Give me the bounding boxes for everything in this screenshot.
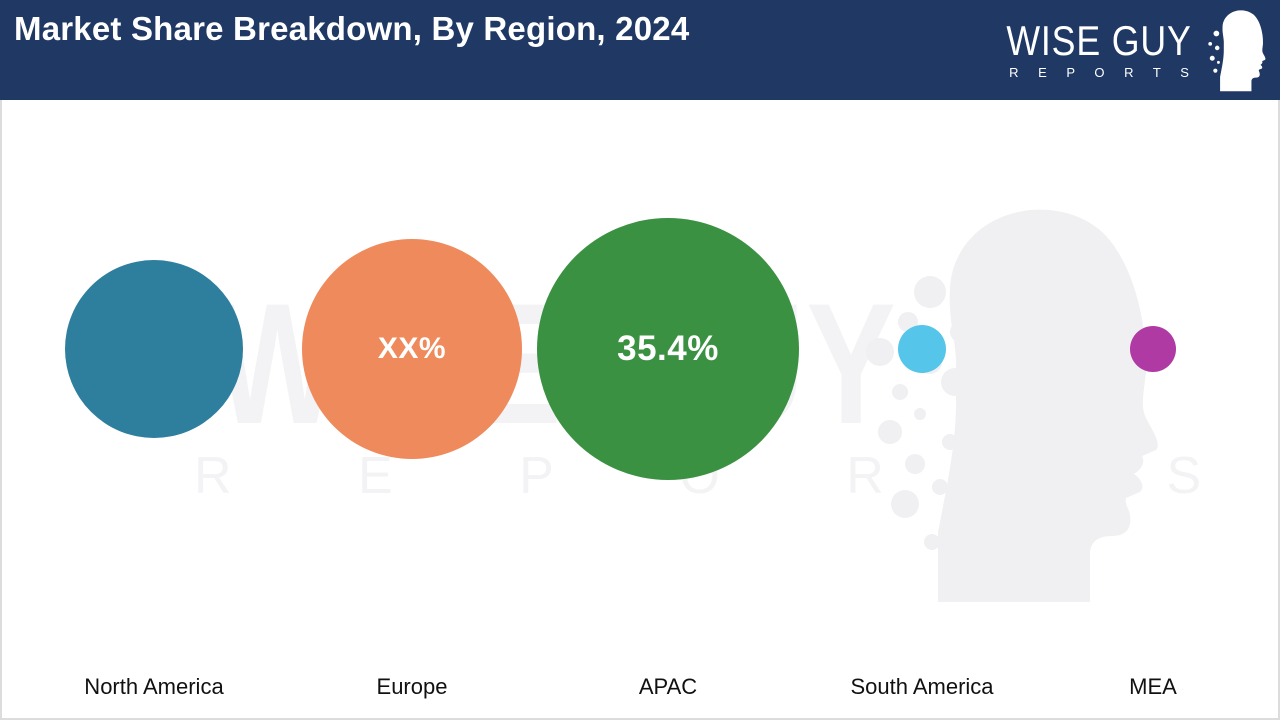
bubble-north-america [65,260,243,438]
category-label-south-america: South America [850,674,994,699]
category-label-europe: Europe [376,674,448,699]
logo-subtext: R E P O R T S [1009,65,1197,80]
logo-text: WISE GUY R E P O R T S [990,17,1208,81]
wiseguy-logo: WISE GUY R E P O R T S [990,5,1270,95]
bubble-value-europe: XX% [377,332,447,365]
page-title: Market Share Breakdown, By Region, 2024 [14,10,690,47]
header-bar: Market Share Breakdown, By Region, 2024 … [0,0,1280,100]
category-label-north-america: North America [84,674,224,699]
logo-wordmark: WISE GUY [1006,17,1192,64]
category-label-mea: MEA [1129,674,1177,699]
bubble-europe: XX% [302,239,522,459]
logo-head-icon [1208,10,1266,92]
chart-area: WISE GUY R E P O R T S [0,100,1280,720]
bubble-chart: XX% 35.4% [2,100,1278,718]
category-labels: North America Europe APAC South America MEA [2,100,1278,718]
bubble-apac: 35.4% [537,218,799,480]
category-label-apac: APAC [638,674,698,699]
bubble-value-apac: 35.4% [617,329,719,368]
